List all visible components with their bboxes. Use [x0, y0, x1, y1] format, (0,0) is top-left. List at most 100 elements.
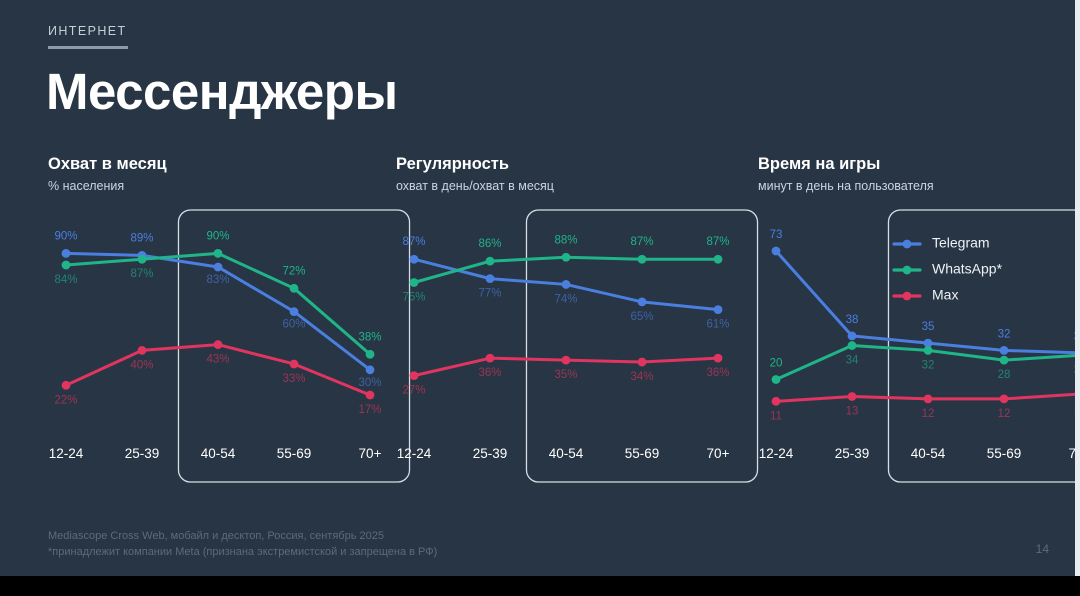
series-line-telegram	[774, 249, 1080, 355]
data-point	[847, 331, 857, 341]
data-label: 32	[998, 328, 1011, 340]
data-point	[561, 355, 571, 365]
highlight-region	[887, 209, 1080, 483]
data-point	[289, 359, 299, 369]
legend-label: Telegram	[932, 235, 990, 251]
data-label: 35	[922, 321, 935, 333]
data-label: 11	[770, 410, 782, 422]
data-label: 90%	[206, 230, 229, 242]
data-point	[561, 280, 571, 289]
data-point	[485, 256, 495, 266]
kicker-underline	[48, 46, 128, 49]
data-label: 60%	[282, 319, 305, 331]
data-label: 87%	[706, 236, 729, 248]
x-axis-label: 40-54	[549, 446, 584, 461]
legend-swatch-dot	[902, 291, 912, 301]
data-label: 83%	[206, 274, 229, 286]
data-label: 65%	[630, 311, 653, 323]
x-axis-label: 40-54	[201, 446, 236, 461]
x-axis-label: 40-54	[911, 446, 946, 461]
data-label: 17%	[358, 404, 381, 416]
chart-subtitle: % населения	[48, 179, 125, 193]
data-label: 12	[922, 408, 935, 420]
data-point	[847, 392, 857, 401]
data-point	[365, 349, 375, 359]
x-axis-label: 55-69	[625, 446, 660, 461]
highlight-region	[525, 209, 759, 483]
data-point	[409, 278, 419, 287]
data-label: 34	[846, 355, 859, 367]
data-label: 34%	[630, 371, 653, 383]
data-point	[771, 246, 781, 256]
data-point	[137, 346, 147, 355]
data-label: 87%	[402, 236, 425, 248]
data-label: 74%	[554, 293, 577, 305]
slide-canvas: ИНТЕРНЕТ Мессенджеры Охват в месяц % нас…	[0, 0, 1080, 576]
data-point	[289, 283, 299, 293]
x-axis-label: 55-69	[277, 446, 312, 461]
data-label: 84%	[54, 274, 77, 286]
chart-plot-area: 90% 89% 83% 60% 30% 84% 87% 90% 72% 38% 22% 40% 43% 3…	[48, 209, 411, 495]
data-point	[713, 305, 723, 315]
letterbox-bar	[0, 576, 1080, 596]
data-point	[923, 394, 933, 404]
data-point	[365, 390, 375, 400]
data-label: 27%	[402, 385, 425, 397]
data-label: 61%	[706, 319, 729, 331]
data-label: 86%	[478, 238, 501, 250]
data-point	[485, 274, 495, 284]
data-point	[213, 249, 223, 258]
data-label: 28	[998, 369, 1011, 381]
data-point	[771, 375, 781, 384]
data-label: 38	[846, 314, 859, 326]
data-label: 90%	[54, 230, 77, 242]
page-title: Мессенджеры	[46, 63, 398, 120]
data-label: 13	[846, 405, 859, 417]
data-label: 30%	[358, 377, 381, 389]
data-point	[923, 346, 933, 355]
data-label: 43%	[206, 354, 229, 366]
data-label: 75%	[402, 292, 425, 304]
data-label: 87%	[630, 236, 653, 248]
data-point	[485, 353, 495, 363]
data-point	[923, 338, 933, 348]
x-axis-label: 70+	[1069, 446, 1080, 461]
footnote-line-1: Mediascope Cross Web, мобайл и десктоп, …	[48, 530, 384, 542]
data-point	[289, 307, 299, 316]
data-point	[213, 262, 223, 272]
chart-panel-regularity: Регулярность охват в день/охват в месяц …	[396, 155, 759, 495]
chart-title: Время на игры	[758, 155, 881, 173]
legend-swatch-dot	[902, 265, 912, 275]
data-label: 89%	[130, 232, 153, 244]
data-label: 40%	[130, 359, 153, 371]
series-line-max	[64, 343, 372, 397]
data-label: 36%	[478, 367, 501, 379]
chart-panel-game-time: Время на игры минут в день на пользовате…	[758, 155, 1080, 495]
x-axis-label: 70+	[707, 446, 730, 461]
data-label: 33%	[282, 373, 305, 385]
legend-swatch-dot	[902, 239, 912, 249]
data-label: 12	[998, 408, 1011, 420]
data-point	[999, 346, 1009, 355]
data-point	[713, 254, 723, 264]
x-axis-label: 12-24	[759, 446, 794, 461]
data-point	[713, 353, 723, 363]
data-label: 35%	[554, 369, 577, 381]
x-axis-label: 12-24	[397, 446, 432, 461]
chart-plot-area: 87% 77% 74% 65% 61% 75% 86% 88% 87% 87% 27% 36% 35% 3…	[396, 209, 759, 495]
data-point	[61, 260, 71, 270]
data-label: 22%	[54, 394, 77, 406]
data-point	[137, 254, 147, 264]
data-label: 38%	[358, 331, 381, 343]
chart-legend: Telegram WhatsApp* Max	[892, 235, 1003, 303]
chart-subtitle: минут в день на пользователя	[758, 179, 934, 193]
data-point	[637, 357, 647, 367]
slide-kicker: ИНТЕРНЕТ	[48, 24, 127, 38]
data-point	[637, 254, 647, 264]
highlight-region	[177, 209, 411, 483]
page-number: 14	[1035, 542, 1049, 556]
legend-label: WhatsApp*	[932, 261, 1003, 277]
x-axis-label: 25-39	[473, 446, 508, 461]
data-label: 88%	[554, 234, 577, 246]
x-axis-label: 25-39	[835, 446, 870, 461]
